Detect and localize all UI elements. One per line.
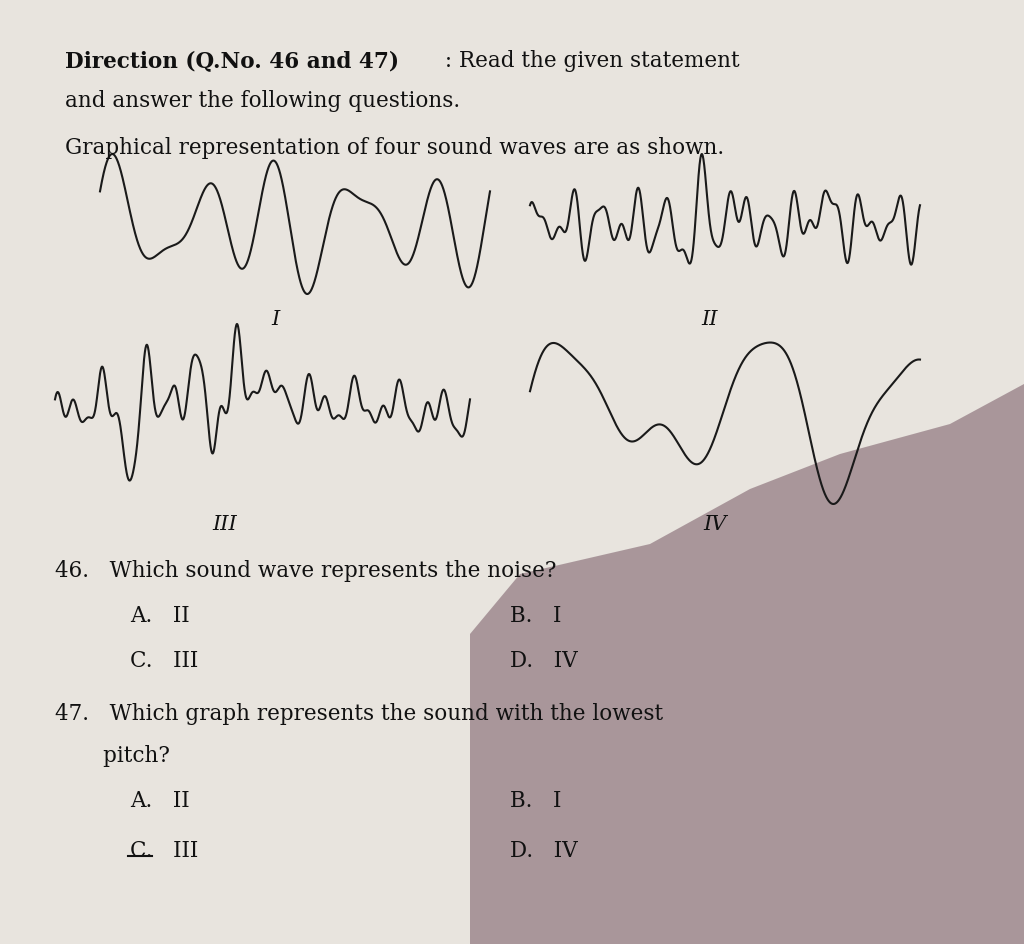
Text: III: III bbox=[213, 514, 238, 533]
Text: C.   III: C. III bbox=[130, 839, 199, 861]
Text: D.   IV: D. IV bbox=[510, 649, 578, 671]
Text: C.   III: C. III bbox=[130, 649, 199, 671]
Text: Direction (Q.No. 46 and 47): Direction (Q.No. 46 and 47) bbox=[65, 50, 399, 72]
Text: Graphical representation of four sound waves are as shown.: Graphical representation of four sound w… bbox=[65, 137, 724, 159]
Text: D.   IV: D. IV bbox=[510, 839, 578, 861]
Text: 46.   Which sound wave represents the noise?: 46. Which sound wave represents the nois… bbox=[55, 560, 556, 582]
Text: pitch?: pitch? bbox=[55, 744, 170, 767]
Text: A.   II: A. II bbox=[130, 604, 189, 626]
Text: and answer the following questions.: and answer the following questions. bbox=[65, 90, 460, 112]
Text: B.   I: B. I bbox=[510, 789, 561, 811]
Text: IV: IV bbox=[703, 514, 727, 533]
Polygon shape bbox=[470, 384, 1024, 944]
Text: : Read the given statement: : Read the given statement bbox=[438, 50, 739, 72]
Text: 47.   Which graph represents the sound with the lowest: 47. Which graph represents the sound wit… bbox=[55, 702, 664, 724]
Text: II: II bbox=[701, 310, 718, 329]
Text: B.   I: B. I bbox=[510, 604, 561, 626]
Text: I: I bbox=[271, 310, 280, 329]
Text: A.   II: A. II bbox=[130, 789, 189, 811]
